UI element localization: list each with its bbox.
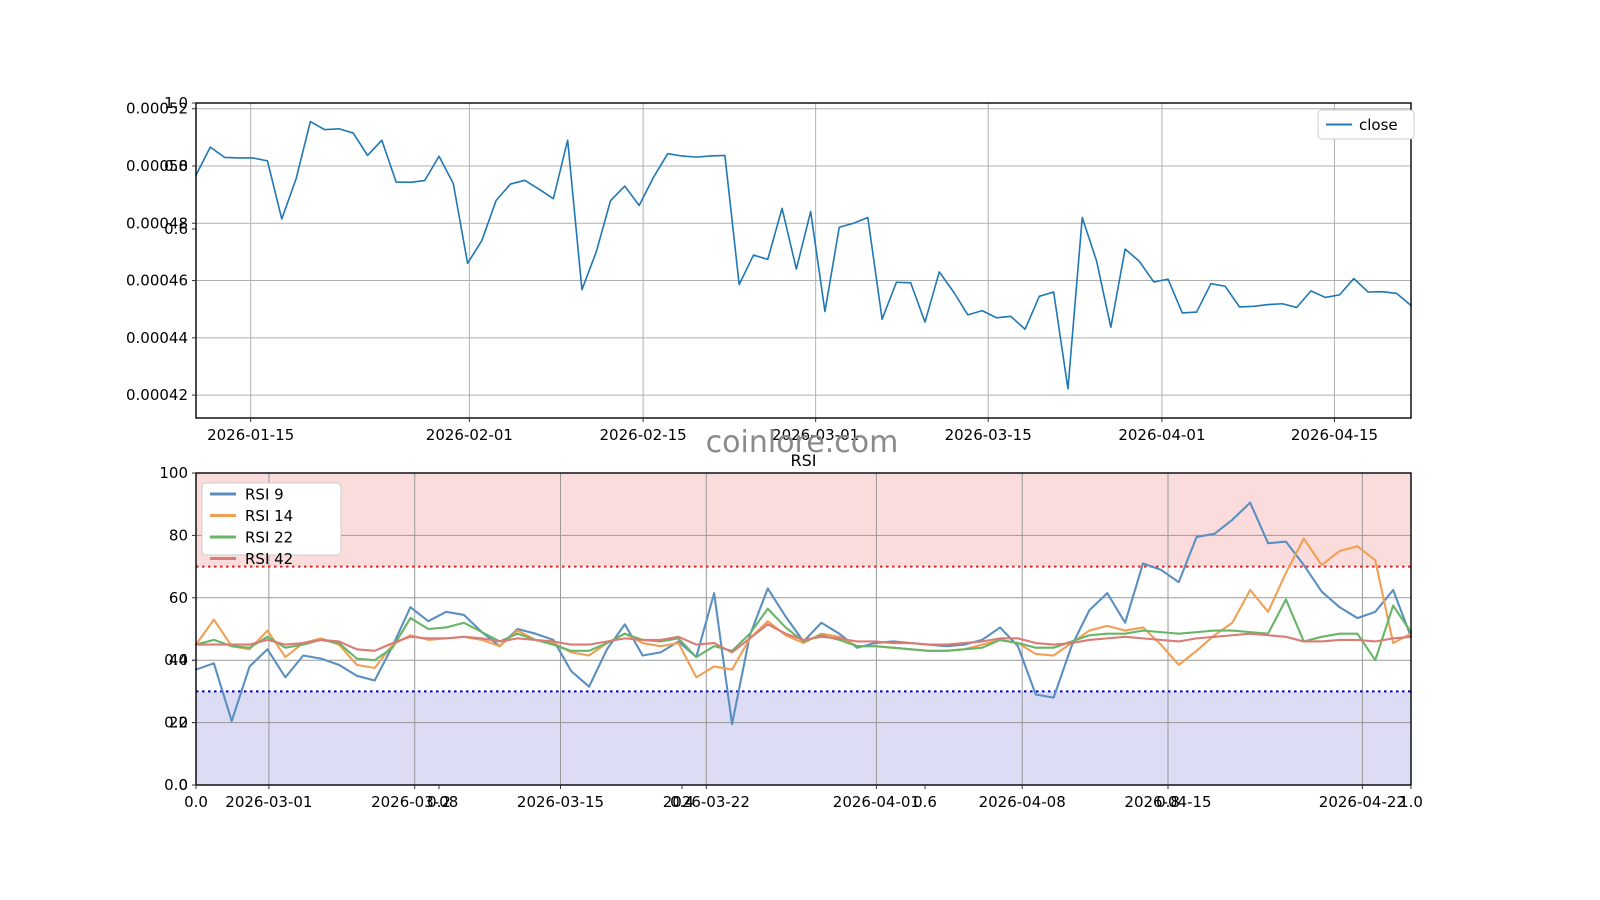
rsi-xtick-label: 2026-04-08 — [979, 793, 1066, 811]
price-ytick-label: 0.00050 — [126, 157, 188, 175]
rsi-series-rsi-42 — [194, 623, 1413, 654]
price-xtick-label: 2026-04-01 — [1118, 426, 1205, 444]
rsi-panel: 0 20 40 60 80 100 0.0 0.2 0.4 2026-03-01 2026-03-0… — [159, 451, 1423, 811]
price-series-close — [195, 120, 1412, 390]
price-overlay-ytick-label: 1.0 — [164, 94, 188, 112]
price-overlay-ytick-label: 0.8 — [164, 157, 188, 175]
price-xtick-label: 2026-02-01 — [426, 426, 513, 444]
rsi-overlay-ytick-label: 0.2 — [164, 714, 188, 732]
rsi-xtick-label: 2026-04-15 — [1124, 793, 1211, 811]
rsi-xtick-label: 2026-03-01 — [225, 793, 312, 811]
price-legend-box — [1317, 109, 1415, 140]
rsi-axes-frame — [195, 472, 1412, 786]
price-xtick-label: 2026-01-15 — [207, 426, 294, 444]
price-ytick-label: 0.00044 — [126, 329, 188, 347]
rsi-legend-label-rsi-9: RSI 9 — [245, 486, 284, 504]
rsi-xtick-label: 2026-03-08 — [371, 793, 458, 811]
price-xtick-label: 2026-04-15 — [1291, 426, 1378, 444]
rsi-ytick-label: 80 — [169, 526, 188, 544]
rsi-series-rsi-22 — [194, 598, 1413, 662]
rsi-xtick-label: 2026-03-22 — [663, 793, 750, 811]
price-axes-frame — [195, 102, 1412, 419]
rsi-overlay-xtick-label: 0.8 — [1156, 793, 1180, 811]
price-legend[interactable]: close — [1317, 109, 1415, 140]
price-panel: 0.00042 0.00044 0.00046 0.00048 0.00050 0.000… — [126, 94, 1415, 444]
rsi-ytick-label: 100 — [159, 464, 188, 482]
rsi-overlay-xtick-label: 0.4 — [670, 793, 694, 811]
price-ytick-label: 0.00048 — [126, 214, 188, 232]
rsi-legend-label-rsi-14: RSI 14 — [245, 507, 293, 525]
rsi-overlay-xtick-label: 0.2 — [427, 793, 451, 811]
rsi-ytick-label: 0 — [178, 776, 188, 794]
price-xtick-label: 2026-03-01 — [772, 426, 859, 444]
price-ytick-label: 0.00042 — [126, 386, 188, 404]
rsi-legend-label-rsi-42: RSI 42 — [245, 550, 293, 568]
rsi-legend-box — [201, 482, 342, 556]
rsi-ytick-label: 40 — [169, 651, 188, 669]
rsi-overlay-xtick-label: 0.6 — [913, 793, 937, 811]
price-legend-label-close: close — [1359, 116, 1398, 134]
rsi-title: RSI — [791, 451, 817, 470]
rsi-xtick-label: 2026-03-15 — [517, 793, 604, 811]
rsi-legend-label-rsi-22: RSI 22 — [245, 529, 293, 547]
rsi-ytick-label: 60 — [169, 589, 188, 607]
rsi-ytick-label: 20 — [169, 714, 188, 732]
rsi-legend[interactable]: RSI 9 RSI 14 RSI 22 RSI 42 — [201, 482, 342, 568]
price-ytick-label: 0.00046 — [126, 272, 188, 290]
watermark: coinlore.com — [706, 425, 899, 460]
rsi-band-overbought — [196, 473, 1411, 567]
price-overlay-ytick-label: 0.6 — [164, 220, 188, 238]
rsi-overlay-xtick-label: 1.0 — [1399, 793, 1423, 811]
rsi-overlay-ytick-label: 0.0 — [164, 776, 188, 794]
rsi-band-oversold — [196, 691, 1411, 785]
rsi-overlay-ytick-label: 0.4 — [164, 651, 188, 669]
price-xtick-label: 2026-02-15 — [600, 426, 687, 444]
rsi-xtick-label: 2026-04-22 — [1319, 793, 1406, 811]
price-xtick-label: 2026-03-15 — [945, 426, 1032, 444]
rsi-xtick-label: 2026-04-01 — [833, 793, 920, 811]
price-ytick-label: 0.00052 — [126, 100, 188, 118]
rsi-overlay-xtick-label: 0.0 — [184, 793, 208, 811]
price-plot-background — [196, 103, 1411, 418]
